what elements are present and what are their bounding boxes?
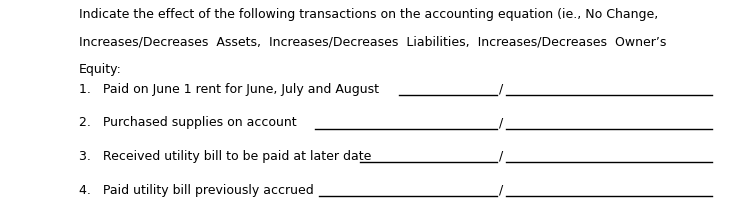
Text: 1.   Paid on June 1 rent for June, July and August: 1. Paid on June 1 rent for June, July an… [79, 83, 379, 96]
Text: 3.   Received utility bill to be paid at later date: 3. Received utility bill to be paid at l… [79, 150, 371, 163]
Text: Increases/Decreases  Assets,  Increases/Decreases  Liabilities,  Increases/Decre: Increases/Decreases Assets, Increases/De… [79, 36, 666, 49]
Text: /: / [498, 150, 503, 163]
Text: 2.   Purchased supplies on account: 2. Purchased supplies on account [79, 116, 297, 129]
Text: Indicate the effect of the following transactions on the accounting equation (ie: Indicate the effect of the following tra… [79, 8, 658, 21]
Text: /: / [498, 83, 503, 96]
Text: Equity:: Equity: [79, 63, 122, 76]
Text: /: / [498, 116, 503, 129]
Text: /: / [498, 184, 503, 197]
Text: 4.   Paid utility bill previously accrued: 4. Paid utility bill previously accrued [79, 184, 314, 197]
